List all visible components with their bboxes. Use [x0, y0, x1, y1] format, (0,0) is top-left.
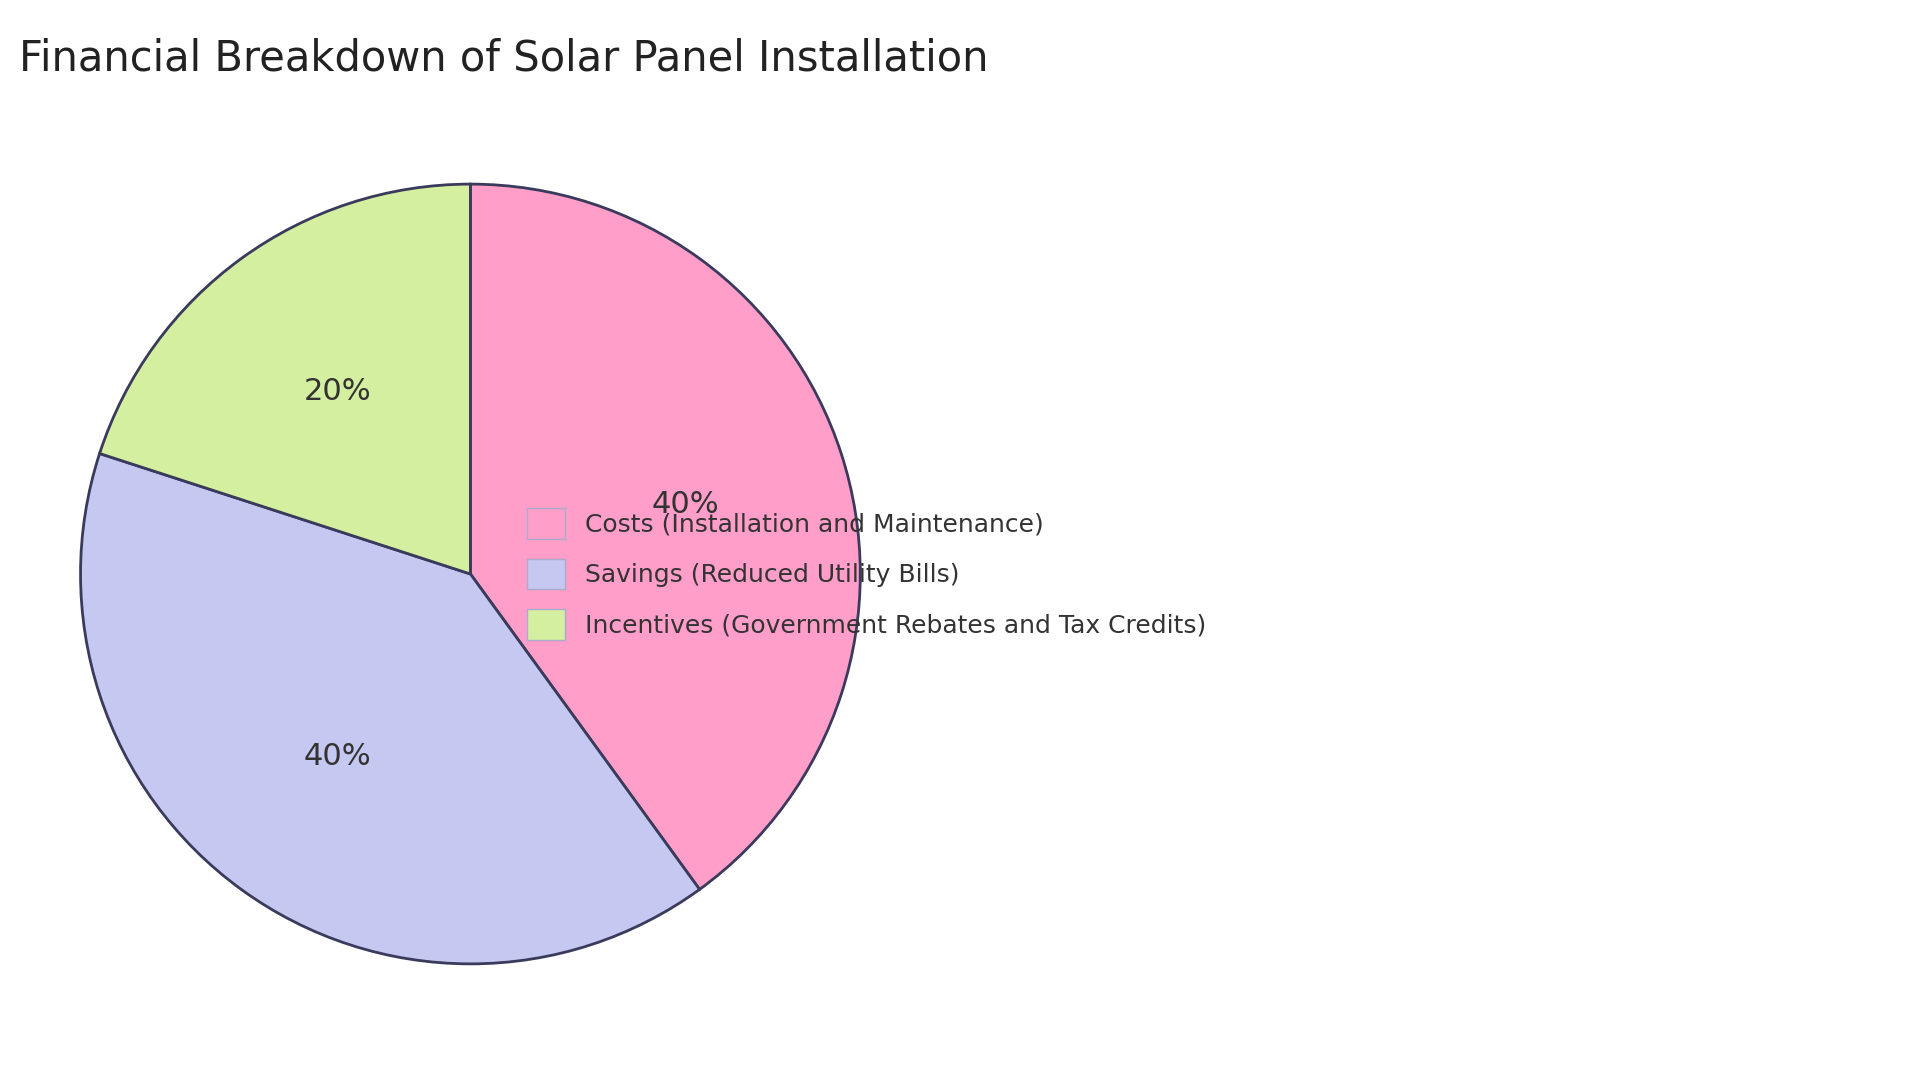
Legend: Costs (Installation and Maintenance), Savings (Reduced Utility Bills), Incentive: Costs (Installation and Maintenance), Sa…: [503, 483, 1231, 665]
Text: 40%: 40%: [303, 743, 371, 771]
Text: 40%: 40%: [651, 490, 720, 519]
Text: Financial Breakdown of Solar Panel Installation: Financial Breakdown of Solar Panel Insta…: [19, 38, 989, 80]
Text: 20%: 20%: [303, 377, 371, 405]
Wedge shape: [470, 184, 860, 889]
Wedge shape: [81, 454, 699, 964]
Wedge shape: [100, 184, 470, 574]
